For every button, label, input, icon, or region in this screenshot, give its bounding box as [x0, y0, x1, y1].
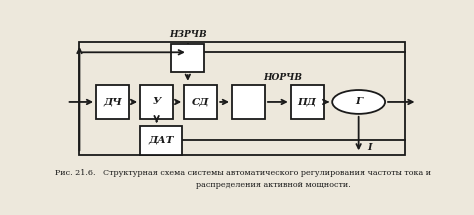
- Bar: [171, 44, 204, 72]
- Text: ДАТ: ДАТ: [148, 136, 174, 145]
- Bar: [140, 85, 173, 118]
- Bar: [80, 42, 405, 155]
- Bar: [96, 85, 129, 118]
- Text: ПД: ПД: [298, 97, 317, 106]
- Circle shape: [332, 90, 385, 114]
- Text: НОРЧВ: НОРЧВ: [263, 74, 302, 82]
- Text: У: У: [153, 97, 161, 106]
- Text: распределения активной мощности.: распределения активной мощности.: [136, 181, 350, 189]
- Text: СД: СД: [192, 97, 210, 106]
- Bar: [291, 85, 324, 118]
- Text: I: I: [367, 143, 372, 152]
- Text: Рис. 21.6.   Структурная схема системы автоматического регулирования частоты ток: Рис. 21.6. Структурная схема системы авт…: [55, 169, 431, 177]
- Text: Г: Г: [355, 97, 362, 106]
- Text: ДЧ: ДЧ: [103, 97, 122, 106]
- Bar: [140, 126, 182, 155]
- Text: НЗРЧВ: НЗРЧВ: [169, 30, 207, 39]
- Bar: [232, 85, 265, 118]
- Bar: [184, 85, 217, 118]
